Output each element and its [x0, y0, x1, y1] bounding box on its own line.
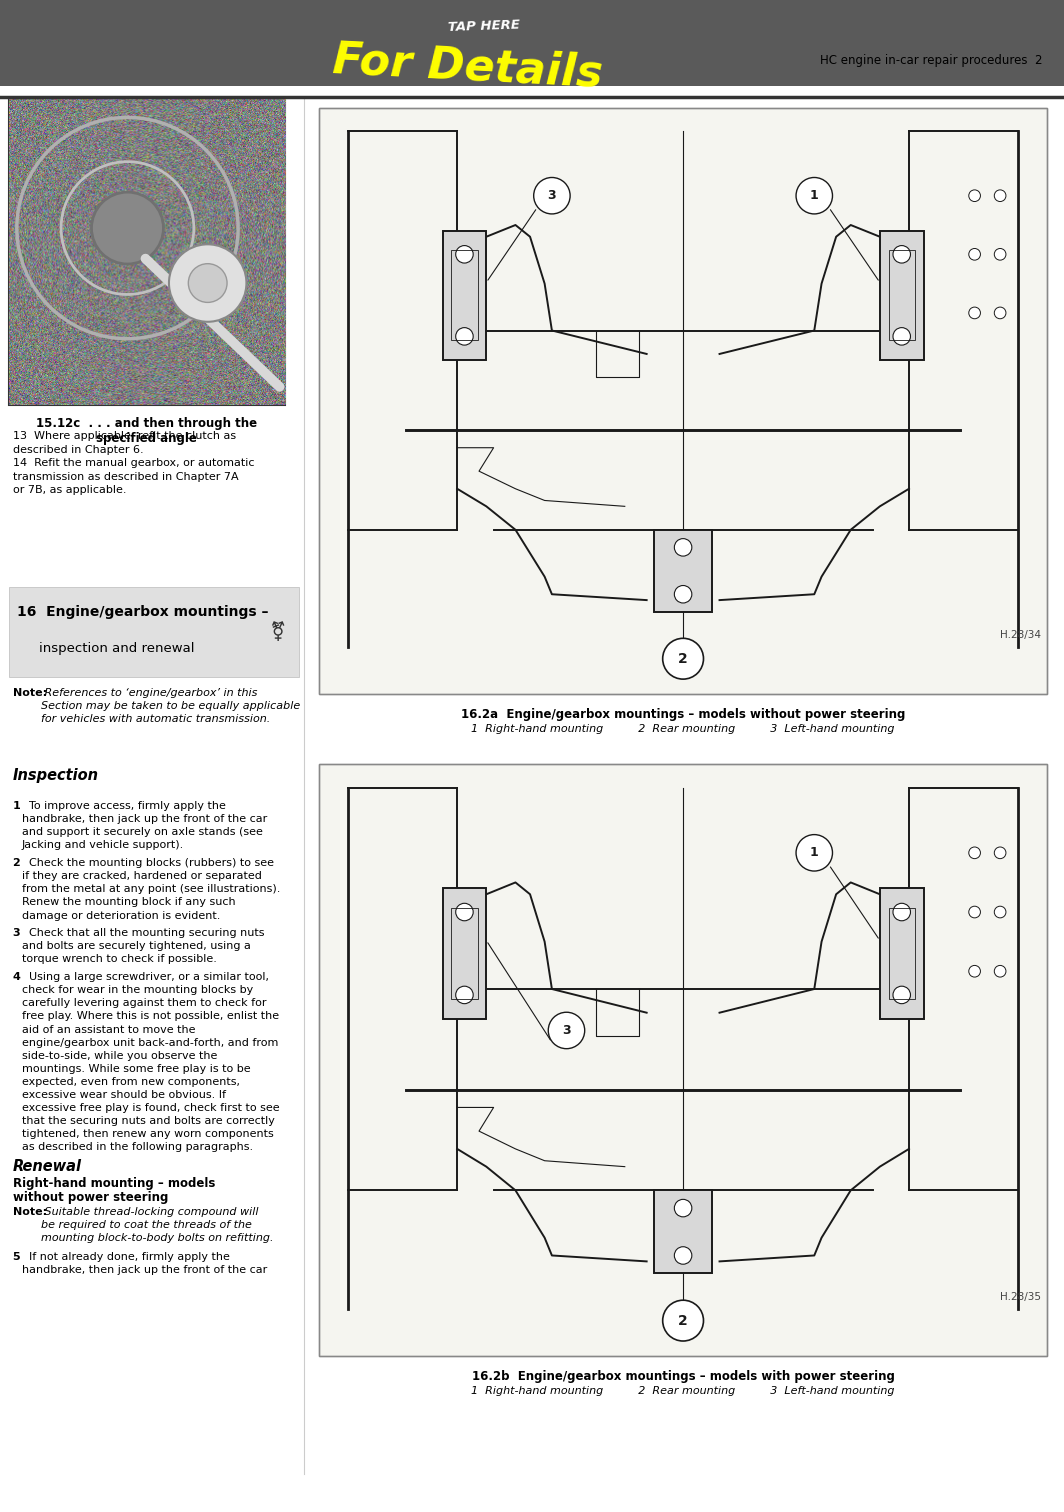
Circle shape: [994, 847, 1005, 859]
Text: Inspection: Inspection: [13, 768, 99, 783]
Bar: [888, 249, 915, 340]
Text: For Details: For Details: [332, 39, 604, 95]
Text: H.28/34: H.28/34: [1000, 631, 1042, 640]
Text: Check that all the mounting securing nuts
and bolts are securely tightened, usin: Check that all the mounting securing nut…: [21, 928, 264, 965]
Circle shape: [455, 328, 473, 345]
Circle shape: [675, 1199, 692, 1217]
Text: 13  Where applicable, refit the clutch as
described in Chapter 6.
14  Refit the : 13 Where applicable, refit the clutch as…: [13, 431, 254, 496]
Text: Suitable thread-locking compound will
be required to coat the threads of the
mou: Suitable thread-locking compound will be…: [40, 1208, 273, 1243]
Bar: [451, 907, 478, 999]
Circle shape: [969, 191, 980, 201]
Circle shape: [969, 248, 980, 260]
Circle shape: [455, 986, 473, 1004]
Text: 2: 2: [13, 859, 20, 868]
Text: ⚧: ⚧: [269, 621, 285, 643]
Text: 16  Engine/gearbox mountings –: 16 Engine/gearbox mountings –: [17, 605, 268, 618]
Text: HC engine in-car repair procedures  2: HC engine in-car repair procedures 2: [820, 54, 1043, 67]
Text: H.28/35: H.28/35: [1000, 1291, 1042, 1302]
Bar: [319, 764, 1047, 1356]
Text: TAP HERE: TAP HERE: [448, 18, 520, 33]
Bar: [319, 764, 1047, 1356]
Circle shape: [994, 191, 1005, 201]
Bar: [451, 249, 478, 340]
Bar: [319, 107, 1047, 694]
Text: 16.2b  Engine/gearbox mountings – models with power steering: 16.2b Engine/gearbox mountings – models …: [471, 1370, 895, 1383]
Circle shape: [969, 966, 980, 977]
Text: Renewal: Renewal: [13, 1160, 82, 1175]
Circle shape: [796, 177, 832, 213]
Text: 16.2a  Engine/gearbox mountings – models without power steering: 16.2a Engine/gearbox mountings – models …: [461, 708, 905, 721]
Text: Note:: Note:: [13, 1208, 47, 1217]
Text: inspection and renewal: inspection and renewal: [38, 643, 194, 655]
Circle shape: [893, 903, 911, 921]
Bar: [0, 0, 1064, 86]
Circle shape: [675, 1247, 692, 1264]
Circle shape: [92, 192, 164, 265]
Text: 2: 2: [678, 652, 688, 665]
Text: 4: 4: [13, 972, 20, 983]
Bar: [443, 889, 486, 1019]
Text: 15.12c  . . . and then through the: 15.12c . . . and then through the: [36, 417, 257, 431]
Circle shape: [455, 245, 473, 263]
Text: 1: 1: [13, 801, 20, 812]
Circle shape: [188, 263, 227, 302]
Bar: [654, 529, 712, 612]
Text: Note:: Note:: [13, 688, 47, 699]
Bar: [319, 107, 1047, 694]
Text: If not already done, firmly apply the
handbrake, then jack up the front of the c: If not already done, firmly apply the ha…: [21, 1252, 267, 1276]
Text: Right-hand mounting – models: Right-hand mounting – models: [13, 1178, 215, 1190]
Bar: [654, 1190, 712, 1273]
Bar: [443, 231, 486, 360]
Text: 1: 1: [810, 189, 818, 203]
Circle shape: [548, 1012, 585, 1049]
Circle shape: [455, 903, 473, 921]
Circle shape: [994, 307, 1005, 319]
Circle shape: [893, 245, 911, 263]
Circle shape: [994, 248, 1005, 260]
Text: 1  Right-hand mounting          2  Rear mounting          3  Left-hand mounting: 1 Right-hand mounting 2 Rear mounting 3 …: [471, 724, 895, 733]
Text: 3: 3: [13, 928, 20, 939]
Text: References to ‘engine/gearbox’ in this
Section may be taken to be equally applic: References to ‘engine/gearbox’ in this S…: [40, 688, 300, 724]
Text: Check the mounting blocks (rubbers) to see
if they are cracked, hardened or sepa: Check the mounting blocks (rubbers) to s…: [21, 859, 280, 921]
Circle shape: [663, 1300, 703, 1341]
Bar: [9, 587, 299, 677]
Text: specified angle: specified angle: [97, 432, 197, 445]
Text: 3: 3: [548, 189, 556, 203]
Circle shape: [969, 307, 980, 319]
Circle shape: [675, 538, 692, 556]
Circle shape: [893, 986, 911, 1004]
Circle shape: [994, 966, 1005, 977]
Text: 1: 1: [810, 847, 818, 859]
Circle shape: [675, 585, 692, 603]
Circle shape: [663, 638, 703, 679]
Bar: [880, 889, 924, 1019]
Text: To improve access, firmly apply the
handbrake, then jack up the front of the car: To improve access, firmly apply the hand…: [21, 801, 267, 850]
Text: 2: 2: [678, 1314, 688, 1328]
Text: 5: 5: [13, 1252, 20, 1263]
Circle shape: [796, 835, 832, 871]
Text: 3: 3: [562, 1024, 570, 1037]
Circle shape: [994, 906, 1005, 918]
Circle shape: [969, 906, 980, 918]
Text: Using a large screwdriver, or a similar tool,
check for wear in the mounting blo: Using a large screwdriver, or a similar …: [21, 972, 279, 1152]
Bar: [880, 231, 924, 360]
Circle shape: [534, 177, 570, 213]
Circle shape: [969, 847, 980, 859]
Circle shape: [893, 328, 911, 345]
Bar: [9, 100, 285, 405]
Bar: [888, 907, 915, 999]
Circle shape: [169, 245, 247, 322]
Text: without power steering: without power steering: [13, 1191, 168, 1205]
Text: 1  Right-hand mounting          2  Rear mounting          3  Left-hand mounting: 1 Right-hand mounting 2 Rear mounting 3 …: [471, 1387, 895, 1396]
